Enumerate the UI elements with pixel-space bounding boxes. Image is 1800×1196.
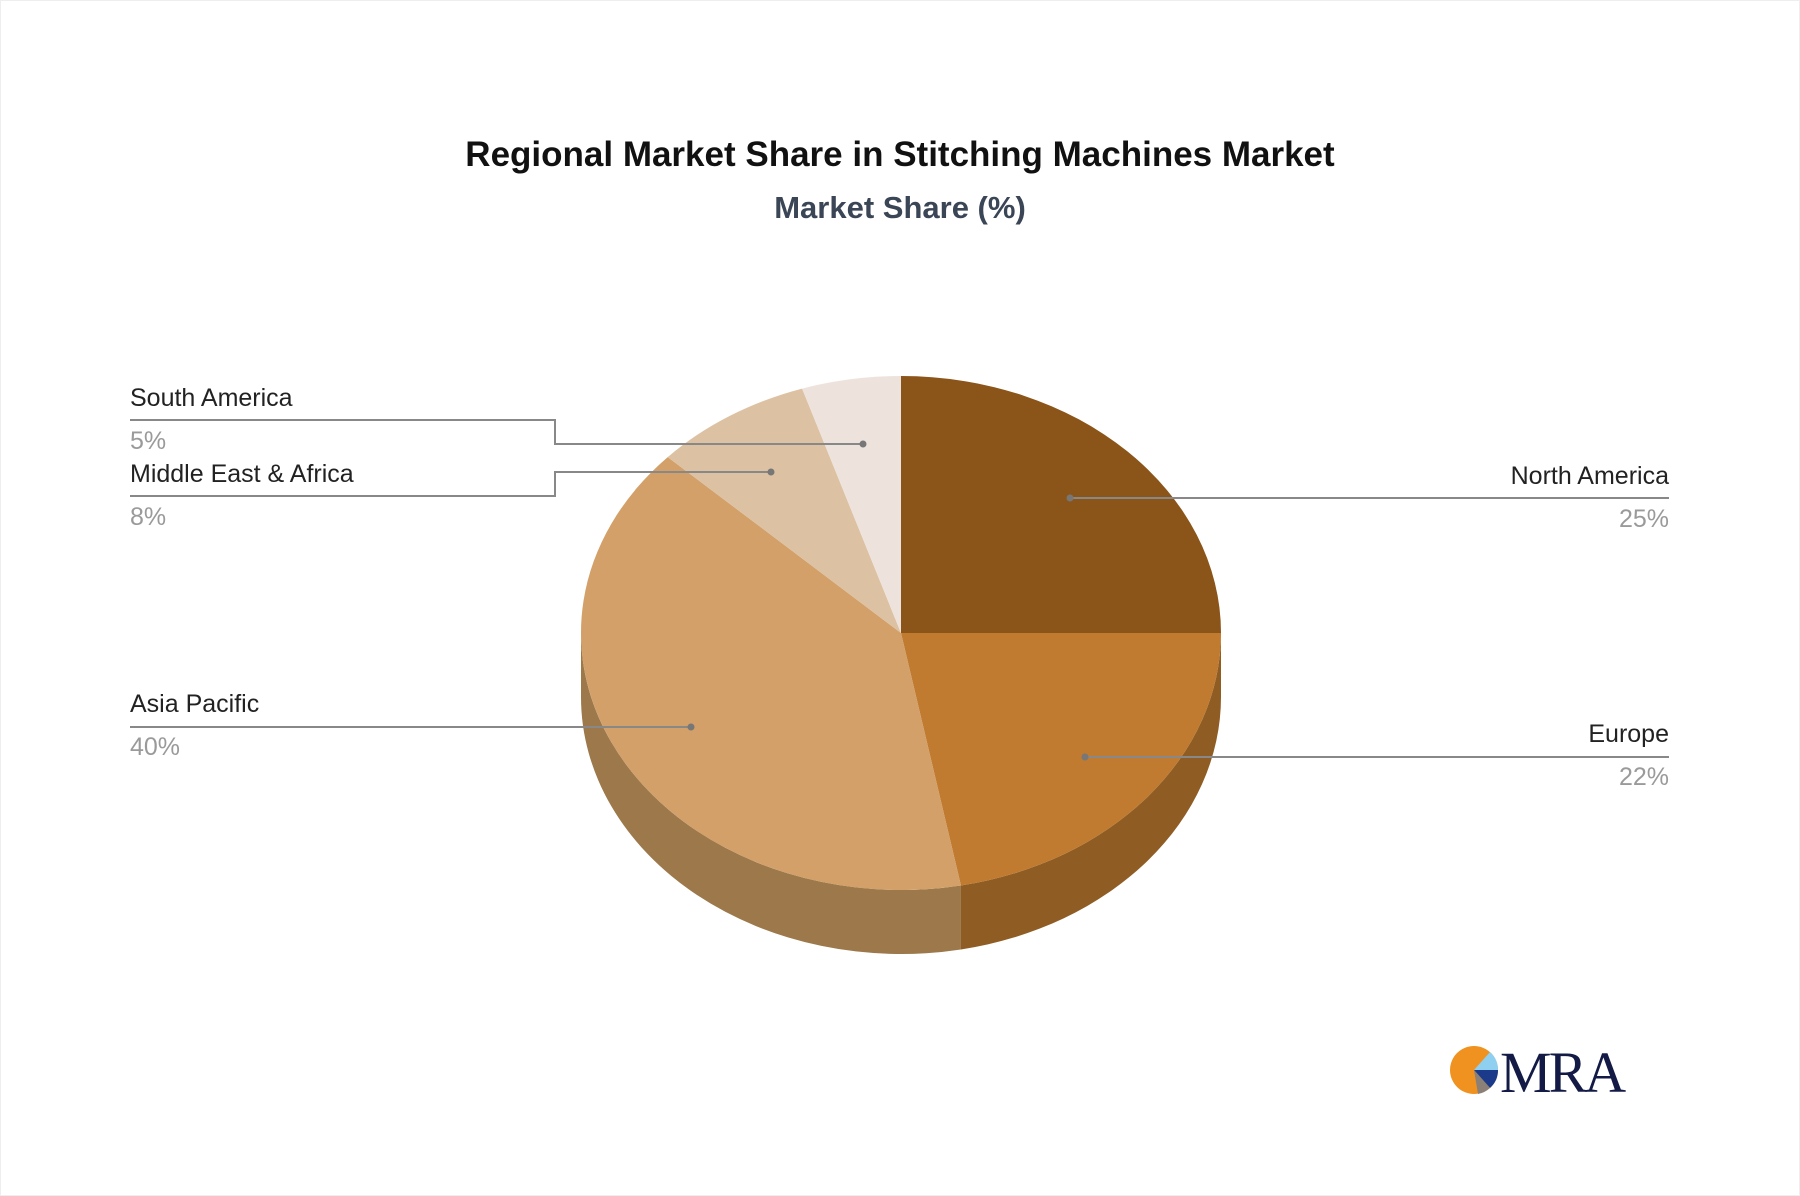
value-middle-east-africa: 8% <box>130 503 167 531</box>
label-north-america: North America <box>1510 462 1669 490</box>
slice-side-asia-pacific <box>581 633 961 954</box>
value-north-america: 25% <box>1618 505 1669 533</box>
slice-asia-pacific <box>580 457 961 890</box>
leader-dot-asia-pacific <box>687 723 695 731</box>
label-south-america: South America <box>130 384 293 412</box>
slice-south-america <box>802 376 901 633</box>
value-europe: 22% <box>1618 763 1669 791</box>
chart-subtitle: Market Share (%) <box>774 190 1026 225</box>
leader-dot-north-america <box>1066 494 1074 502</box>
label-middle-east-africa: Middle East & Africa <box>130 460 354 488</box>
mra-logo: MRA <box>1450 1040 1629 1100</box>
slice-north-america <box>901 376 1221 633</box>
svg-text:MRA: MRA <box>1500 1040 1626 1100</box>
value-south-america: 5% <box>130 427 167 455</box>
leader-dot-europe <box>1081 753 1089 761</box>
leader-line-south-america <box>130 419 863 445</box>
chart-title: Regional Market Share in Stitching Machi… <box>465 135 1335 174</box>
label-europe: Europe <box>1588 720 1669 748</box>
slice-side-europe <box>960 633 1221 950</box>
slice-europe <box>901 633 1221 886</box>
value-asia-pacific: 40% <box>130 733 181 761</box>
leader-dot-middle-east-africa <box>767 468 775 476</box>
leader-dot-south-america <box>859 440 867 448</box>
label-asia-pacific: Asia Pacific <box>130 690 260 718</box>
slice-middle-east-africa <box>667 388 901 633</box>
leader-line-middle-east-africa <box>130 471 771 497</box>
